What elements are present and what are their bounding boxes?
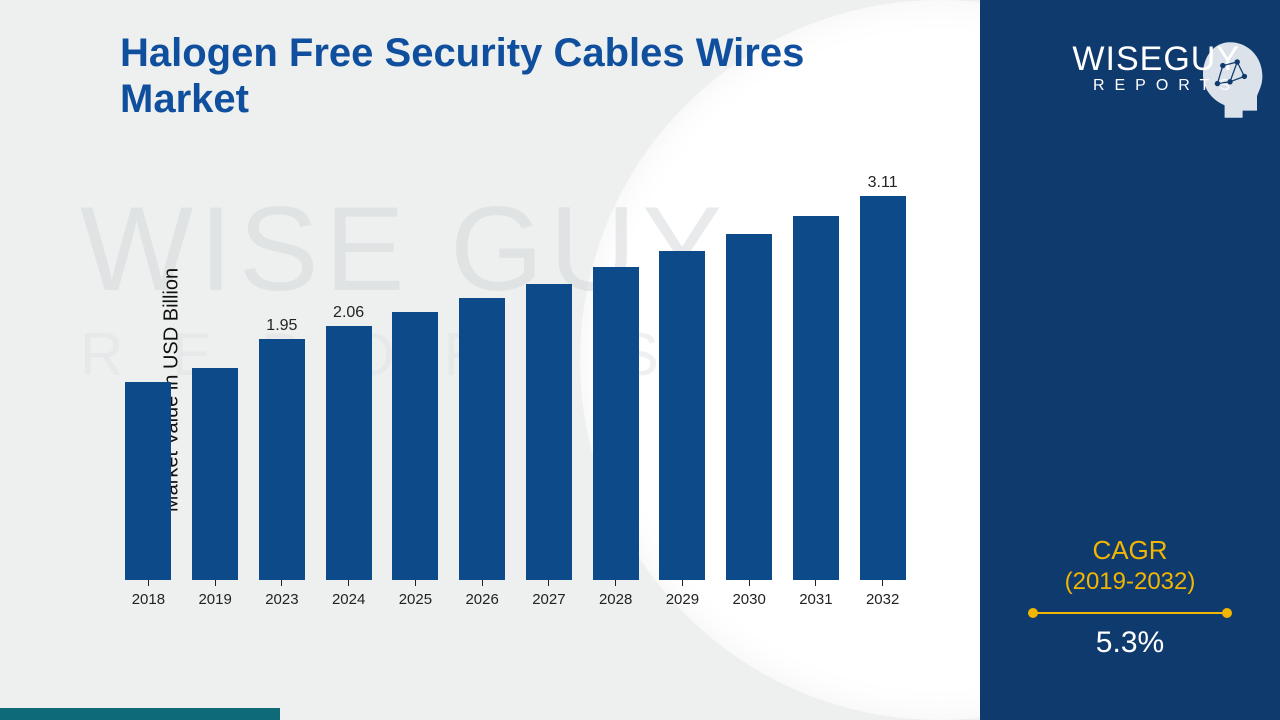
report-infographic: WISE GUY R E P O R T S Halogen Free Secu… xyxy=(0,0,1280,720)
x-tick-label: 2019 xyxy=(198,591,231,608)
bar xyxy=(326,326,372,580)
brand-word-1: WISE xyxy=(1072,40,1163,78)
bar-wrap: 2019 xyxy=(182,160,249,580)
bar-wrap: 2.062024 xyxy=(315,160,382,580)
x-tick-label: 2031 xyxy=(799,591,832,608)
x-tick-label: 2025 xyxy=(399,591,432,608)
bar xyxy=(259,339,305,580)
cagr-range: (2019-2032) xyxy=(1030,568,1230,596)
x-tick-mark xyxy=(815,580,816,586)
bar-wrap: 2029 xyxy=(649,160,716,580)
footer-strip xyxy=(0,708,280,720)
bar-wrap: 2018 xyxy=(115,160,182,580)
bar xyxy=(659,251,705,580)
bar-wrap: 2026 xyxy=(449,160,516,580)
x-tick-mark xyxy=(348,580,349,586)
bar xyxy=(860,196,906,580)
chart-title: Halogen Free Security Cables Wires Marke… xyxy=(120,30,880,122)
x-tick-label: 2026 xyxy=(465,591,498,608)
bar-wrap: 2031 xyxy=(783,160,850,580)
x-tick-mark xyxy=(148,580,149,586)
x-tick-mark xyxy=(482,580,483,586)
x-tick-mark xyxy=(749,580,750,586)
x-tick-label: 2029 xyxy=(666,591,699,608)
bar-wrap: 2025 xyxy=(382,160,449,580)
x-tick-mark xyxy=(548,580,549,586)
chart-area: Market Value in USD Billion 201820191.95… xyxy=(60,160,920,620)
x-tick-label: 2032 xyxy=(866,591,899,608)
bar-value-label: 3.11 xyxy=(868,174,898,192)
cagr-divider xyxy=(1030,612,1230,614)
x-tick-label: 2018 xyxy=(132,591,165,608)
x-tick-label: 2028 xyxy=(599,591,632,608)
x-tick-label: 2023 xyxy=(265,591,298,608)
bar xyxy=(192,368,238,580)
bar-wrap: 2030 xyxy=(716,160,783,580)
x-tick-label: 2027 xyxy=(532,591,565,608)
bar-wrap: 1.952023 xyxy=(249,160,316,580)
bar-plot: 201820191.9520232.0620242025202620272028… xyxy=(110,160,920,580)
bar-wrap: 2027 xyxy=(516,160,583,580)
bar-value-label: 1.95 xyxy=(266,317,297,335)
bar xyxy=(526,284,572,580)
cagr-block: CAGR (2019-2032) 5.3% xyxy=(1030,535,1230,660)
x-tick-mark xyxy=(615,580,616,586)
x-tick-label: 2024 xyxy=(332,591,365,608)
x-tick-mark xyxy=(682,580,683,586)
bar-value-label: 2.06 xyxy=(333,304,364,322)
bar xyxy=(593,267,639,580)
bar-wrap: 3.112032 xyxy=(849,160,916,580)
cagr-title: CAGR xyxy=(1030,535,1230,566)
cagr-value: 5.3% xyxy=(1030,626,1230,660)
x-tick-mark xyxy=(415,580,416,586)
x-tick-mark xyxy=(281,580,282,586)
x-tick-label: 2030 xyxy=(732,591,765,608)
brand-head-icon xyxy=(1185,35,1275,125)
bar xyxy=(793,216,839,580)
x-tick-mark xyxy=(882,580,883,586)
bar xyxy=(392,312,438,580)
bar xyxy=(726,234,772,580)
bar xyxy=(125,382,171,580)
bar xyxy=(459,298,505,580)
bars-container: 201820191.9520232.0620242025202620272028… xyxy=(111,160,920,580)
bar-wrap: 2028 xyxy=(582,160,649,580)
x-tick-mark xyxy=(215,580,216,586)
